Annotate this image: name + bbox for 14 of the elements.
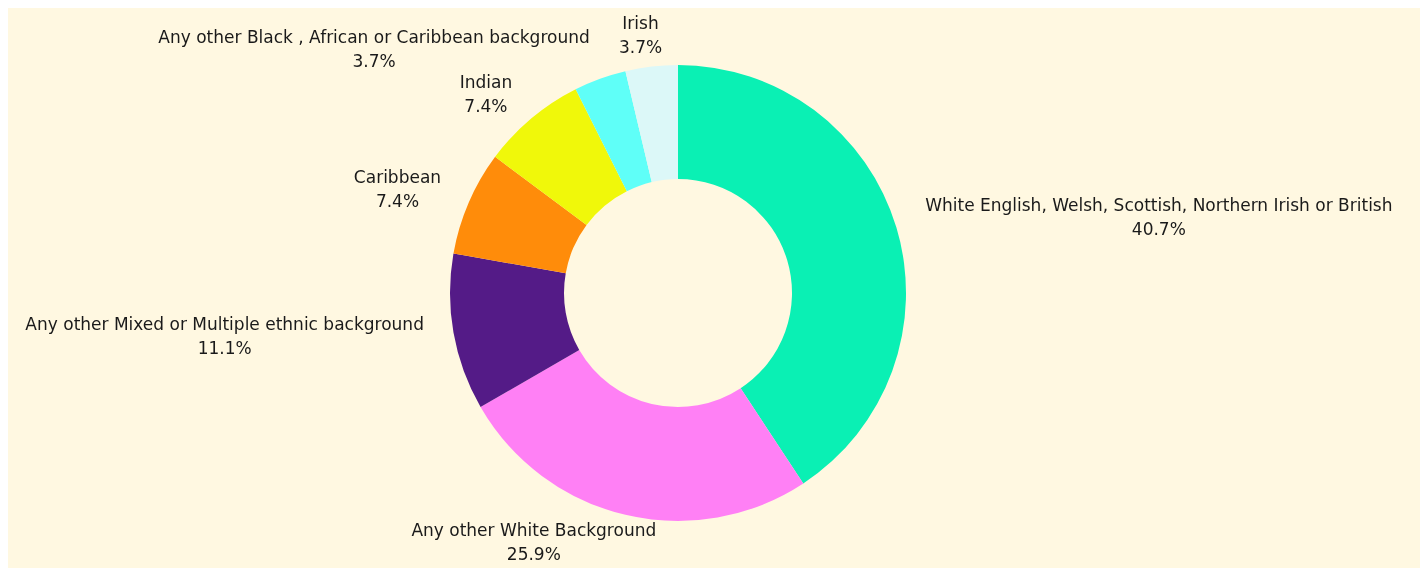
data-label: 11.1% (197, 338, 252, 359)
slice-label: Indian (459, 71, 513, 92)
slice-label: White English, Welsh, Scottish, Northern Irish or British (925, 195, 1393, 216)
slice-label: Any other Mixed or Multiple ethnic background (25, 314, 424, 335)
data-label: 40.7% (1131, 219, 1186, 240)
data-label: 7.4% (464, 95, 508, 116)
data-label: 7.4% (375, 191, 420, 212)
slice-label: Irish (622, 13, 659, 34)
data-label: 3.7% (618, 37, 663, 58)
data-label: 25.9% (506, 544, 561, 565)
data-label: 3.7% (352, 50, 396, 71)
slice-label: Any other Black , African or Caribbean background (158, 26, 590, 47)
slice-label: Any other White Background (411, 520, 657, 541)
slice-label: Caribbean (353, 167, 442, 188)
